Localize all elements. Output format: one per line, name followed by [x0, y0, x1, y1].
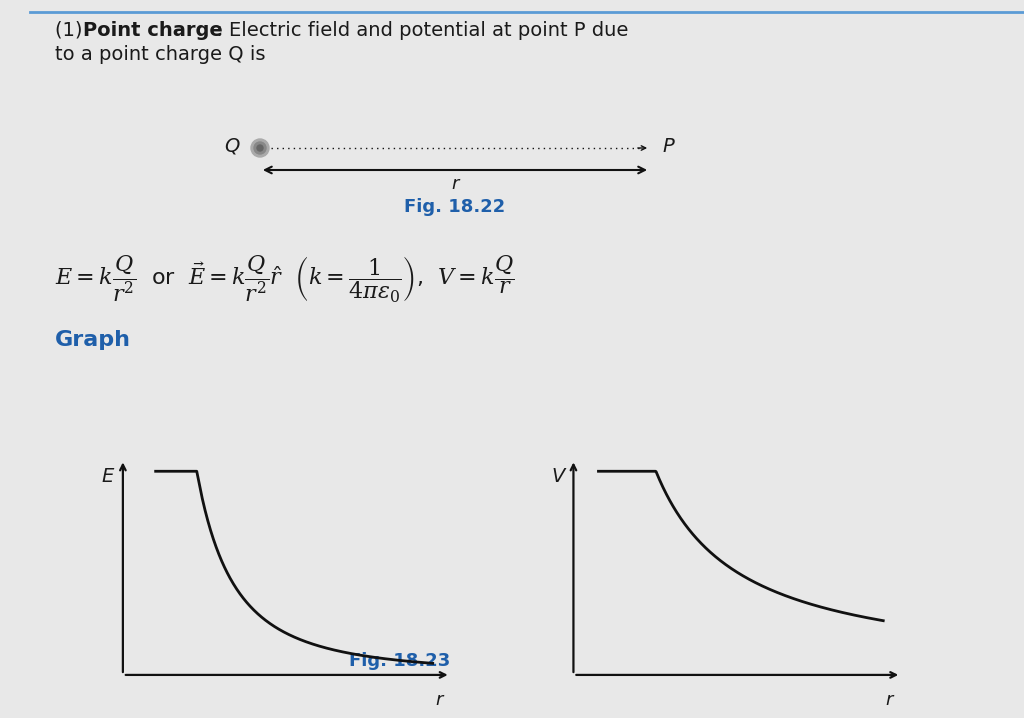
Text: V: V [552, 467, 565, 486]
Circle shape [251, 139, 269, 157]
Text: : Electric field and potential at point P due: : Electric field and potential at point … [210, 21, 629, 40]
Text: r: r [435, 691, 442, 709]
Text: (1): (1) [55, 21, 89, 40]
Text: Fig. 18.23: Fig. 18.23 [349, 652, 451, 670]
Text: E: E [101, 467, 114, 486]
Text: r: r [452, 175, 459, 193]
Circle shape [257, 145, 263, 151]
Text: to a point charge Q is: to a point charge Q is [55, 45, 265, 64]
Text: Q: Q [224, 136, 240, 156]
Text: P: P [662, 136, 674, 156]
Circle shape [254, 142, 266, 154]
Text: Point charge: Point charge [83, 21, 223, 40]
Text: Fig. 18.22: Fig. 18.22 [404, 198, 506, 216]
Text: $E = k\dfrac{Q}{r^2}$  or  $\vec{E} = k\dfrac{Q}{r^2}\hat{r}$  $\left(k = \dfrac: $E = k\dfrac{Q}{r^2}$ or $\vec{E} = k\df… [55, 253, 514, 304]
Text: Graph: Graph [55, 330, 131, 350]
Text: r: r [886, 691, 893, 709]
